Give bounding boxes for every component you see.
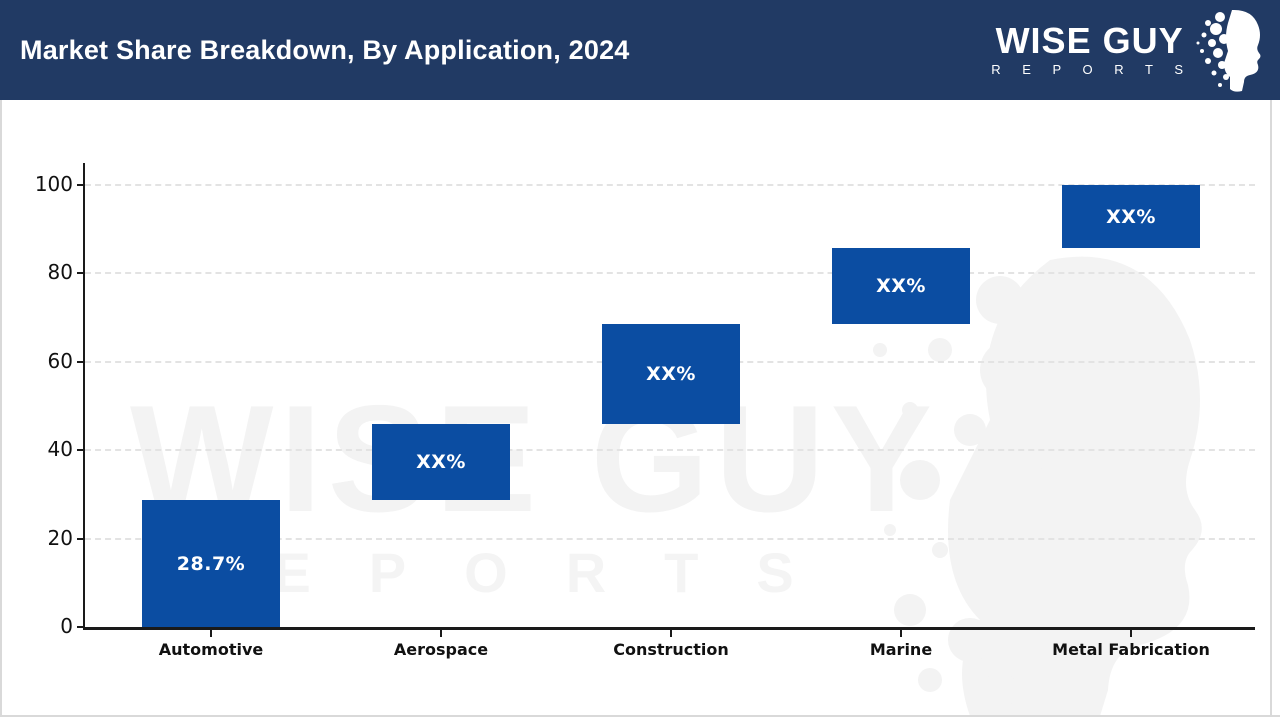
y-tick-label: 60 [47, 348, 73, 373]
logo-head-icon [1196, 9, 1261, 92]
x-tick-mark [440, 630, 442, 637]
bar-value-label: XX% [1106, 205, 1156, 228]
bar-aerospace: XX% [372, 424, 510, 501]
gridline-y80 [85, 272, 1255, 275]
page-title: Market Share Breakdown, By Application, … [20, 34, 630, 65]
bar-value-label: XX% [646, 362, 696, 385]
y-tick-mark [77, 272, 85, 275]
y-tick-label: 100 [34, 172, 73, 196]
page-border-bottom [0, 715, 1280, 717]
bar-value-label: 28.7% [176, 552, 246, 575]
bar-marine: XX% [832, 248, 970, 324]
bar-value-label: XX% [416, 451, 466, 474]
y-tick-label: 20 [47, 525, 73, 550]
x-category-label: Marine [869, 640, 933, 659]
x-tick-mark [1130, 630, 1132, 637]
logo-subtitle: R E P O R T S [991, 62, 1192, 77]
wise-guy-logo: WISE GUY R E P O R T S [987, 7, 1268, 93]
x-category-label: Construction [613, 640, 729, 659]
x-category-label: Automotive [158, 640, 264, 659]
y-axis-line [83, 163, 85, 629]
header-bar: Market Share Breakdown, By Application, … [0, 0, 1280, 100]
x-tick-mark [900, 630, 902, 637]
y-tick-label: 80 [47, 260, 73, 285]
gridline-y100 [85, 184, 1255, 186]
logo-wordmark: WISE GUY [995, 20, 1184, 61]
x-category-label: Aerospace [393, 640, 489, 659]
y-tick-mark [77, 360, 85, 363]
x-tick-mark [670, 630, 672, 637]
page-border-right [1270, 100, 1272, 717]
gridline-y20 [85, 537, 1255, 540]
bar-automotive: 28.7% [142, 500, 280, 627]
x-category-label: Metal Fabrication [1052, 640, 1210, 659]
logo-text: WISE GUY R E P O R T S [987, 20, 1192, 78]
page-border-left [0, 100, 2, 717]
x-tick-mark [210, 630, 212, 637]
x-axis-line [83, 627, 1255, 630]
y-tick-mark [77, 184, 85, 186]
y-tick-mark [77, 626, 85, 628]
bar-construction: XX% [602, 323, 740, 425]
y-tick-label: 40 [47, 437, 73, 462]
gridline-y40 [85, 449, 1255, 452]
bar-value-label: XX% [876, 274, 926, 297]
watermark-subtitle: REPORTS [175, 541, 852, 604]
y-tick-label: 0 [60, 614, 73, 638]
bar-metal-fabrication: XX% [1062, 185, 1200, 249]
y-tick-mark [77, 449, 85, 452]
y-tick-mark [77, 537, 85, 540]
